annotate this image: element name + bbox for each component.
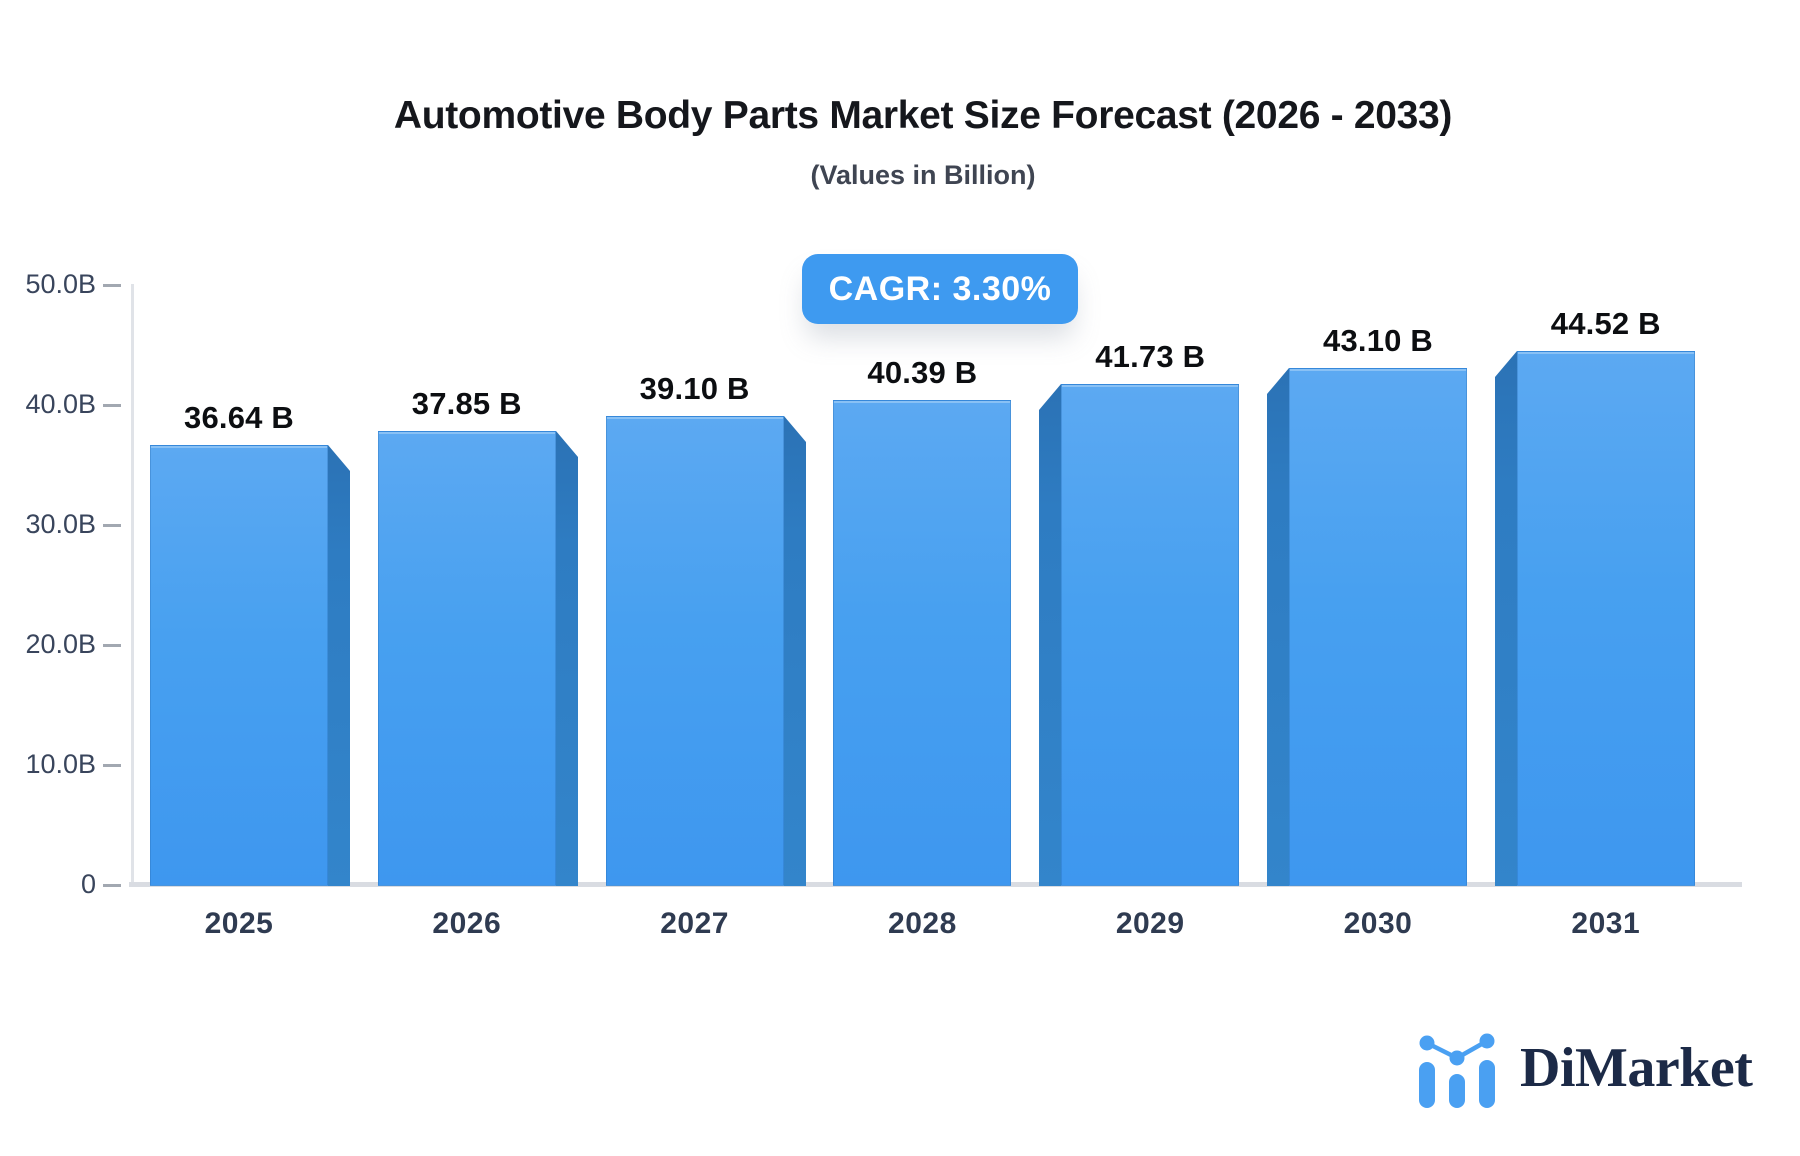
x-axis-label: 2031: [1571, 907, 1641, 940]
x-axis-label: 2029: [1115, 907, 1185, 940]
x-axis-label: 2025: [204, 907, 274, 940]
brand-name: DiMarket: [1520, 1037, 1753, 1099]
bar-2029: [1061, 384, 1239, 886]
y-axis-tick: [103, 883, 121, 887]
bar-2031: [1517, 351, 1695, 886]
bar-value-label: 43.10 B: [1323, 323, 1433, 358]
x-axis-label: 2028: [888, 907, 957, 940]
bar-3d-side: [1495, 351, 1517, 886]
cagr-badge: CAGR: 3.30%: [802, 254, 1078, 324]
bar-value-label: 41.73 B: [1095, 339, 1206, 374]
y-axis-tick: [103, 403, 121, 407]
y-axis-tick: [103, 643, 121, 647]
brand-logo: DiMarket: [1414, 1032, 1753, 1110]
y-axis-label: 40.0B: [25, 389, 96, 419]
bar-value-label: 37.85 B: [411, 386, 522, 421]
bar-3d-side: [556, 431, 578, 886]
y-axis-tick: [103, 523, 121, 527]
bar-2028: [833, 400, 1011, 886]
y-axis-label: 0: [80, 869, 96, 899]
bar-value-label: 39.10 B: [639, 371, 750, 406]
bar-3d-side: [328, 445, 350, 886]
y-axis-tick: [103, 283, 121, 287]
x-axis-label: 2026: [432, 907, 502, 940]
y-axis-label: 30.0B: [25, 509, 96, 539]
y-axis-label: 50.0B: [25, 269, 96, 299]
bar-2025: [150, 445, 328, 886]
bar-value-label: 44.52 B: [1550, 306, 1661, 341]
y-axis-line: [131, 284, 134, 885]
bar-line-chart-icon: [1419, 1033, 1495, 1108]
bar-2027: [606, 416, 784, 886]
y-axis-label: 20.0B: [25, 629, 96, 659]
bar-2030: [1289, 368, 1467, 886]
bar-2026: [378, 431, 556, 886]
y-axis-tick: [103, 763, 121, 767]
bar-3d-side: [784, 416, 806, 886]
chart-title: Automotive Body Parts Market Size Foreca…: [393, 94, 1453, 137]
y-axis-label: 10.0B: [25, 749, 96, 779]
chart-subtitle: (Values in Billion): [810, 160, 1036, 190]
x-axis-label: 2027: [660, 907, 729, 940]
bar-3d-side: [1267, 368, 1289, 886]
bar-value-label: 36.64 B: [184, 400, 294, 435]
x-axis-label: 2030: [1343, 907, 1413, 940]
bar-3d-side: [1039, 384, 1061, 886]
bar-value-label: 40.39 B: [867, 355, 978, 390]
